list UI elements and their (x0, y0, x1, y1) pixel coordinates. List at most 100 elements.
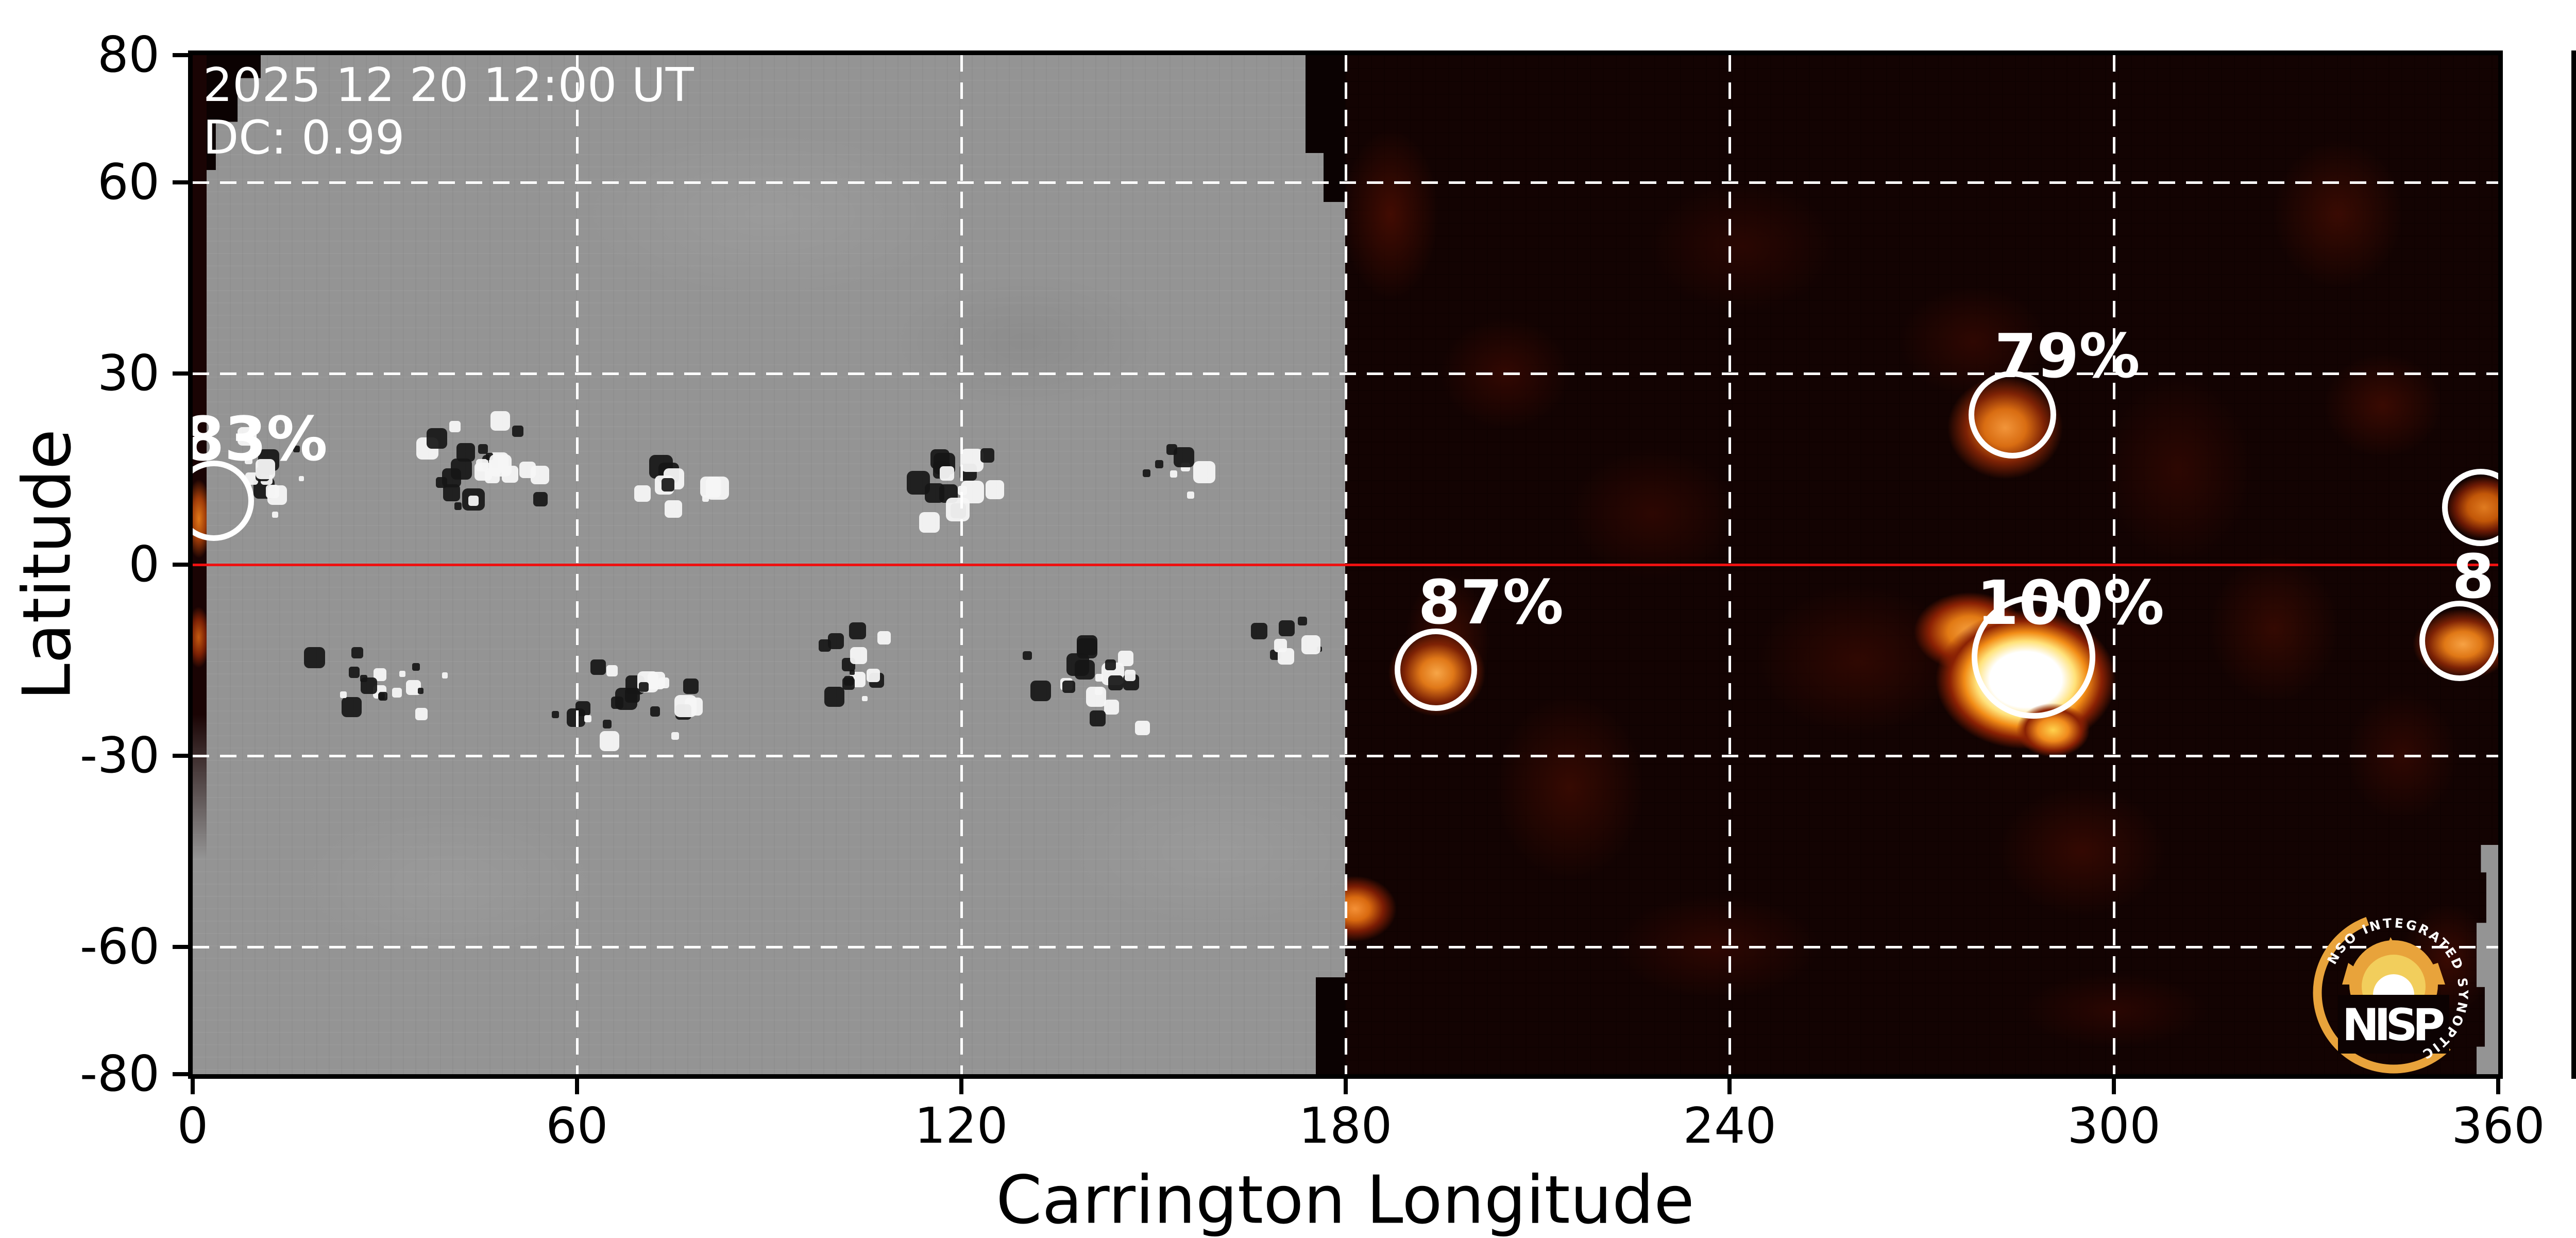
magnetogram-speckle (1166, 444, 1177, 455)
grid-line-lat--30 (193, 754, 2498, 757)
x-tick-label-300: 300 (2067, 1098, 2161, 1155)
magnetogram-speckle (919, 512, 940, 533)
magnetogram-speckle (454, 502, 462, 510)
magnetogram-speckle (484, 468, 500, 484)
magnetogram-speckle (980, 448, 995, 463)
sun-core-icon (2373, 974, 2414, 995)
nisp-logo-wordmark: NISP (2342, 999, 2445, 1051)
magnetogram-speckle (624, 687, 640, 703)
detection-circle-79 (1968, 371, 2056, 459)
y-tick--80 (173, 1072, 188, 1076)
logo-horizon (2338, 995, 2449, 1054)
magnetogram-speckle (298, 476, 304, 482)
magnetogram-speckle (1155, 460, 1163, 468)
magnetogram-speckle (1298, 616, 1307, 626)
farside-wisp (1466, 658, 1673, 917)
magnetogram-speckle (255, 459, 276, 480)
magnetogram-speckle (1108, 675, 1123, 691)
magnetogram-speckle (674, 694, 697, 717)
detection-circle (2419, 601, 2498, 682)
magnetogram-speckle (843, 675, 854, 686)
farside-wisp (2300, 333, 2466, 478)
farside-bright-spot-edge-180-south (1345, 870, 1404, 947)
farside-wisp (1614, 156, 1872, 336)
boundary-notch (1316, 977, 1345, 1074)
magnetogram-speckle (1104, 699, 1120, 715)
y-tick-80 (173, 53, 188, 57)
magnetogram-speckle (671, 732, 679, 740)
date-label: 2025 12 20 12:00 UT (203, 58, 694, 112)
x-tick-240 (1727, 1079, 1732, 1094)
magnetogram-speckle (533, 491, 548, 507)
y-tick-60 (173, 180, 188, 185)
x-tick-label-60: 60 (546, 1098, 608, 1155)
magnetogram-speckle (946, 497, 970, 521)
magnetogram-speckle (850, 647, 867, 664)
magnetogram-speckle (304, 647, 326, 669)
grid-line-lat--60 (193, 945, 2498, 948)
y-tick-0 (173, 563, 188, 567)
farside-wisp (1345, 96, 1458, 333)
x-tick-label-120: 120 (914, 1098, 1008, 1155)
x-tick-60 (574, 1079, 579, 1094)
magnetogram-speckle (512, 426, 524, 437)
detection-circle-8 (2442, 468, 2498, 546)
magnetogram-speckle (1105, 659, 1116, 671)
magnetogram-speckle (590, 659, 606, 675)
magnetogram-speckle (1193, 461, 1215, 483)
magnetogram-speckle (265, 484, 279, 499)
magnetogram-speckle (861, 696, 868, 702)
y-tick-30 (173, 371, 188, 376)
y-tick-label-30: 30 (97, 345, 160, 402)
magnetogram-speckle (960, 448, 984, 472)
y-tick-label--80: -80 (79, 1046, 160, 1103)
magnetogram-speckle (1135, 720, 1150, 735)
y-tick-label--30: -30 (79, 727, 160, 784)
x-tick-300 (2112, 1079, 2116, 1094)
frontside-smudge (844, 249, 1206, 435)
farside-colorbar (2571, 50, 2576, 1079)
magnetogram-speckle (939, 466, 954, 481)
map-canvas: 83% 87% 79% 100% 8 2025 12 20 12:00 UT DC: 0… (193, 55, 2498, 1074)
magnetogram-speckle (1023, 651, 1032, 660)
detection-circle-100 (1971, 595, 2095, 719)
magnetogram-speckle (399, 671, 406, 677)
magnetogram-speckle (351, 647, 363, 659)
magnetogram-speckle (611, 696, 624, 709)
x-axis-label: Carrington Longitude (996, 1162, 1694, 1238)
detection-circle-87 (1394, 628, 1477, 711)
boundary-notch (1324, 153, 1345, 202)
x-tick-0 (191, 1079, 195, 1094)
grid-layer (193, 55, 2498, 1074)
magnetogram-speckle (1030, 681, 1052, 702)
annotation-layer: 83% 87% 79% 100% 8 (193, 55, 2498, 1074)
magnetogram-speckle (1251, 623, 1267, 640)
x-tick-label-180: 180 (1298, 1098, 1393, 1155)
magnetogram-speckle (436, 477, 447, 488)
magnetogram-speckle (519, 461, 536, 479)
detection-label-100: 100% (1976, 567, 2164, 639)
detection-label-8: 8 (2452, 541, 2495, 613)
magnetogram-speckle (348, 667, 360, 678)
magnetogram-speckle (361, 677, 378, 694)
x-tick-label-240: 240 (1683, 1098, 1776, 1155)
x-tick-180 (1343, 1079, 1348, 1094)
magnetogram-speckle (245, 456, 252, 465)
magnetogram-speckle (451, 458, 472, 480)
detection-circle-83 (193, 461, 255, 541)
magnetogram-speckle (1090, 710, 1106, 726)
magnetogram-speckle (341, 697, 362, 717)
y-tick--30 (173, 753, 188, 758)
frontside-smudge (243, 780, 655, 987)
plot-area: 83% 87% 79% 100% 8 2025 12 20 12:00 UT DC: 0… (188, 50, 2503, 1079)
magnetogram-speckle (1278, 620, 1295, 636)
grid-line-lat-30 (193, 372, 2498, 376)
magnetogram-speckle (986, 480, 1005, 499)
magnetogram-speckle (650, 706, 660, 717)
magnetogram-speckle (1277, 648, 1294, 665)
magnetogram-speckle (634, 485, 651, 502)
magnetogram-speckle (639, 682, 649, 692)
magnetogram-speckle (415, 708, 428, 721)
nisp-logo: NISP NSO INTEGRATED SYNOPTIC PROGRAM (2313, 912, 2475, 1074)
magnetogram-speckle (824, 687, 844, 707)
